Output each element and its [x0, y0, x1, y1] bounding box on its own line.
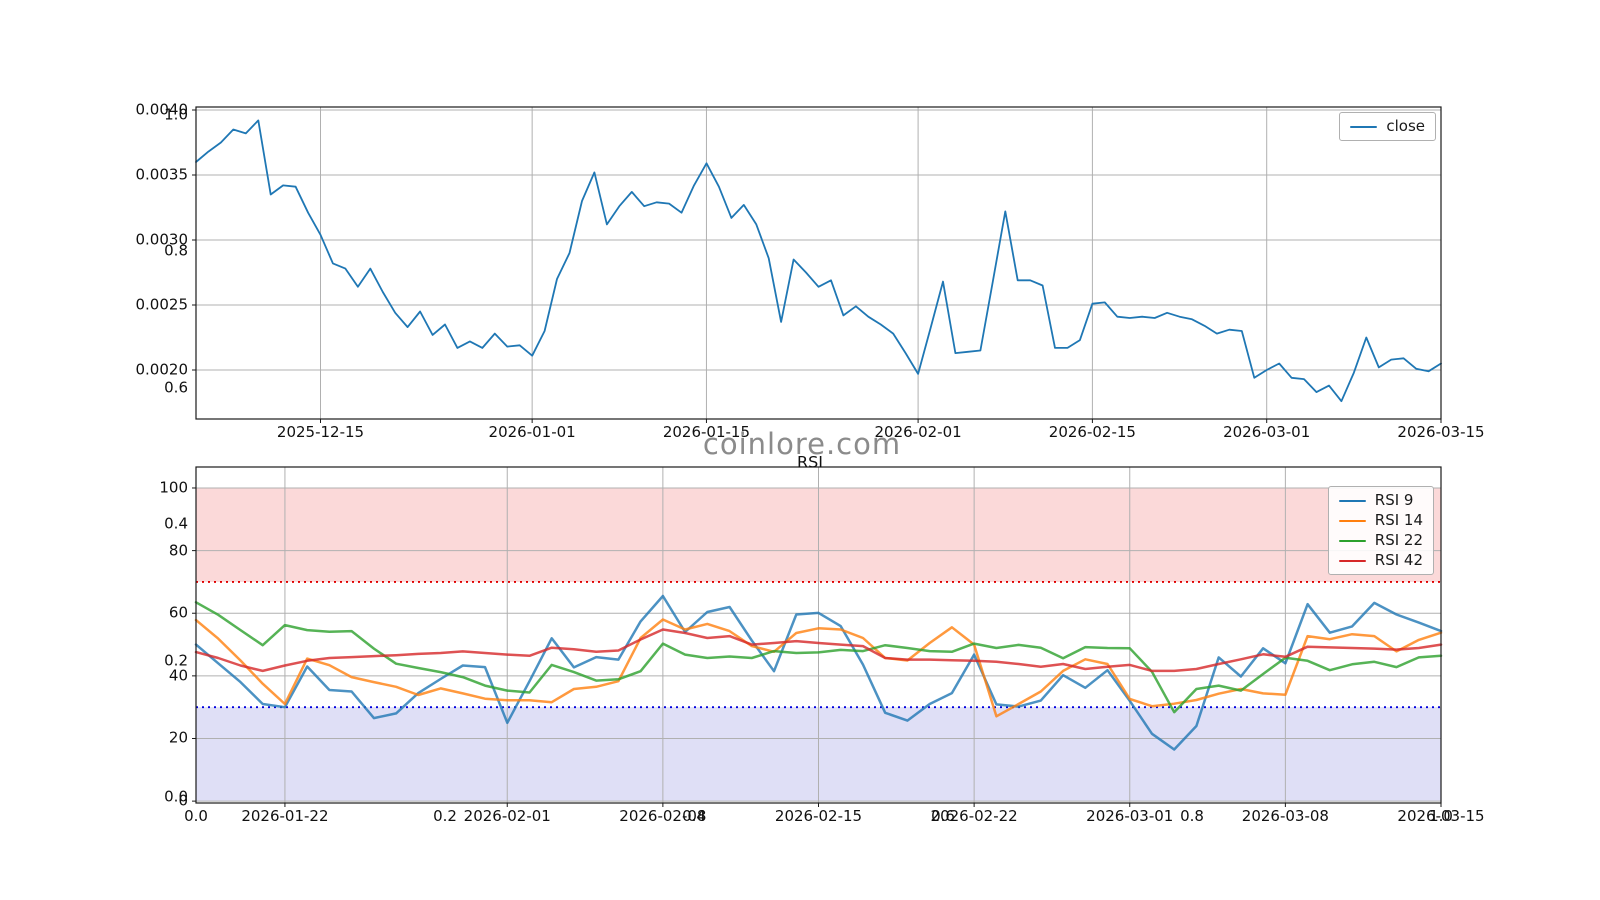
- rsi-x-tick-label: 2026-03-08: [1241, 807, 1329, 825]
- rsi-y-tick-label: 60: [168, 603, 188, 622]
- overlay-y-tick-label: 0.6: [164, 378, 188, 397]
- price-y-tick-label: 0.0025: [135, 295, 189, 314]
- price-axes-frame: [195, 106, 1442, 420]
- overlay-y-tick-label: 0.8: [164, 241, 188, 260]
- close-line: [195, 119, 1442, 403]
- rsi-chart-title: RSI: [797, 452, 823, 472]
- rsi-x-tick-label: 2026-02-22: [930, 807, 1018, 825]
- rsi-y-tick-label: 40: [168, 666, 188, 685]
- legend-line-sample: [1338, 499, 1366, 502]
- price-y-tick-label: 0.0020: [135, 360, 189, 379]
- rsi-x-tick-label: 2026-01-22: [241, 807, 329, 825]
- watermark: coinlore.com: [702, 427, 902, 461]
- rsi-22-line: [194, 601, 1443, 714]
- rsi-x-tick-label: 2026-02-15: [774, 807, 863, 825]
- legend-item: RSI 14: [1338, 511, 1423, 529]
- overlay-y-tick-label: 0.4: [164, 514, 188, 533]
- legend-label: RSI 22: [1374, 531, 1423, 549]
- rsi-y-tick-label: 20: [168, 728, 188, 747]
- price-x-tick-label: 2026-03-15: [1397, 423, 1485, 441]
- price-x-tick-label: 2026-02-01: [874, 423, 962, 441]
- overlay-x-tick-label: 0.8: [1180, 807, 1204, 825]
- rsi-y-tick-label: 80: [168, 541, 188, 560]
- price-y-tick-label: 0.0040: [135, 100, 189, 119]
- rsi-14-line: [194, 618, 1443, 718]
- rsi-axes-frame: [195, 466, 1442, 804]
- price-x-tick-label: 2026-02-15: [1048, 423, 1136, 441]
- overlay-x-tick-label: 0.4: [682, 807, 706, 825]
- legend-label: RSI 14: [1374, 511, 1423, 529]
- rsi-y-tick-label: 0: [178, 791, 188, 810]
- overlay-x-tick-label: 1.0: [1429, 807, 1453, 825]
- legend-line-sample: [1338, 559, 1366, 562]
- price-x-tick-label: 2026-01-15: [662, 423, 751, 441]
- rsi-x-tick-label: 2026-02-01: [463, 807, 551, 825]
- rsi-x-tick-label: 2026-03-01: [1086, 807, 1174, 825]
- legend-label: close: [1386, 117, 1425, 135]
- rsi-x-tick-label: 2026-03-15: [1397, 807, 1485, 825]
- rsi-legend: RSI 9 RSI 14 RSI 22 RSI 42: [1327, 486, 1434, 575]
- overlay-x-tick-label: 0.2: [433, 807, 457, 825]
- price-x-tick-label: 2026-03-01: [1223, 423, 1311, 441]
- close-legend: close: [1339, 112, 1436, 141]
- overlay-y-tick-label: 1.0: [164, 105, 188, 124]
- overlay-y-tick-label: 0.0: [164, 787, 188, 806]
- price-y-tick-label: 0.0035: [135, 165, 189, 184]
- rsi-9-line: [194, 594, 1443, 751]
- price-x-tick-label: 2025-12-15: [276, 423, 365, 441]
- legend-line-sample: [1350, 125, 1378, 128]
- legend-item: RSI 9: [1338, 491, 1423, 509]
- overlay-x-tick-label: 0.6: [931, 807, 955, 825]
- legend-label: RSI 9: [1374, 491, 1414, 509]
- legend-label: RSI 42: [1374, 551, 1423, 569]
- rsi-x-tick-label: 2026-02-08: [619, 807, 707, 825]
- price-x-tick-label: 2026-01-01: [488, 423, 576, 441]
- overlay-x-tick-label: 0.0: [184, 807, 208, 825]
- legend-item: close: [1350, 118, 1425, 135]
- price-y-tick-label: 0.0030: [135, 230, 189, 249]
- legend-line-sample: [1338, 519, 1366, 522]
- overlay-y-tick-label: 0.2: [164, 651, 188, 670]
- legend-line-sample: [1338, 539, 1366, 542]
- legend-item: RSI 22: [1338, 531, 1423, 549]
- rsi-y-tick-label: 100: [159, 478, 188, 497]
- rsi-42-line: [194, 628, 1443, 673]
- legend-item: RSI 42: [1338, 551, 1423, 569]
